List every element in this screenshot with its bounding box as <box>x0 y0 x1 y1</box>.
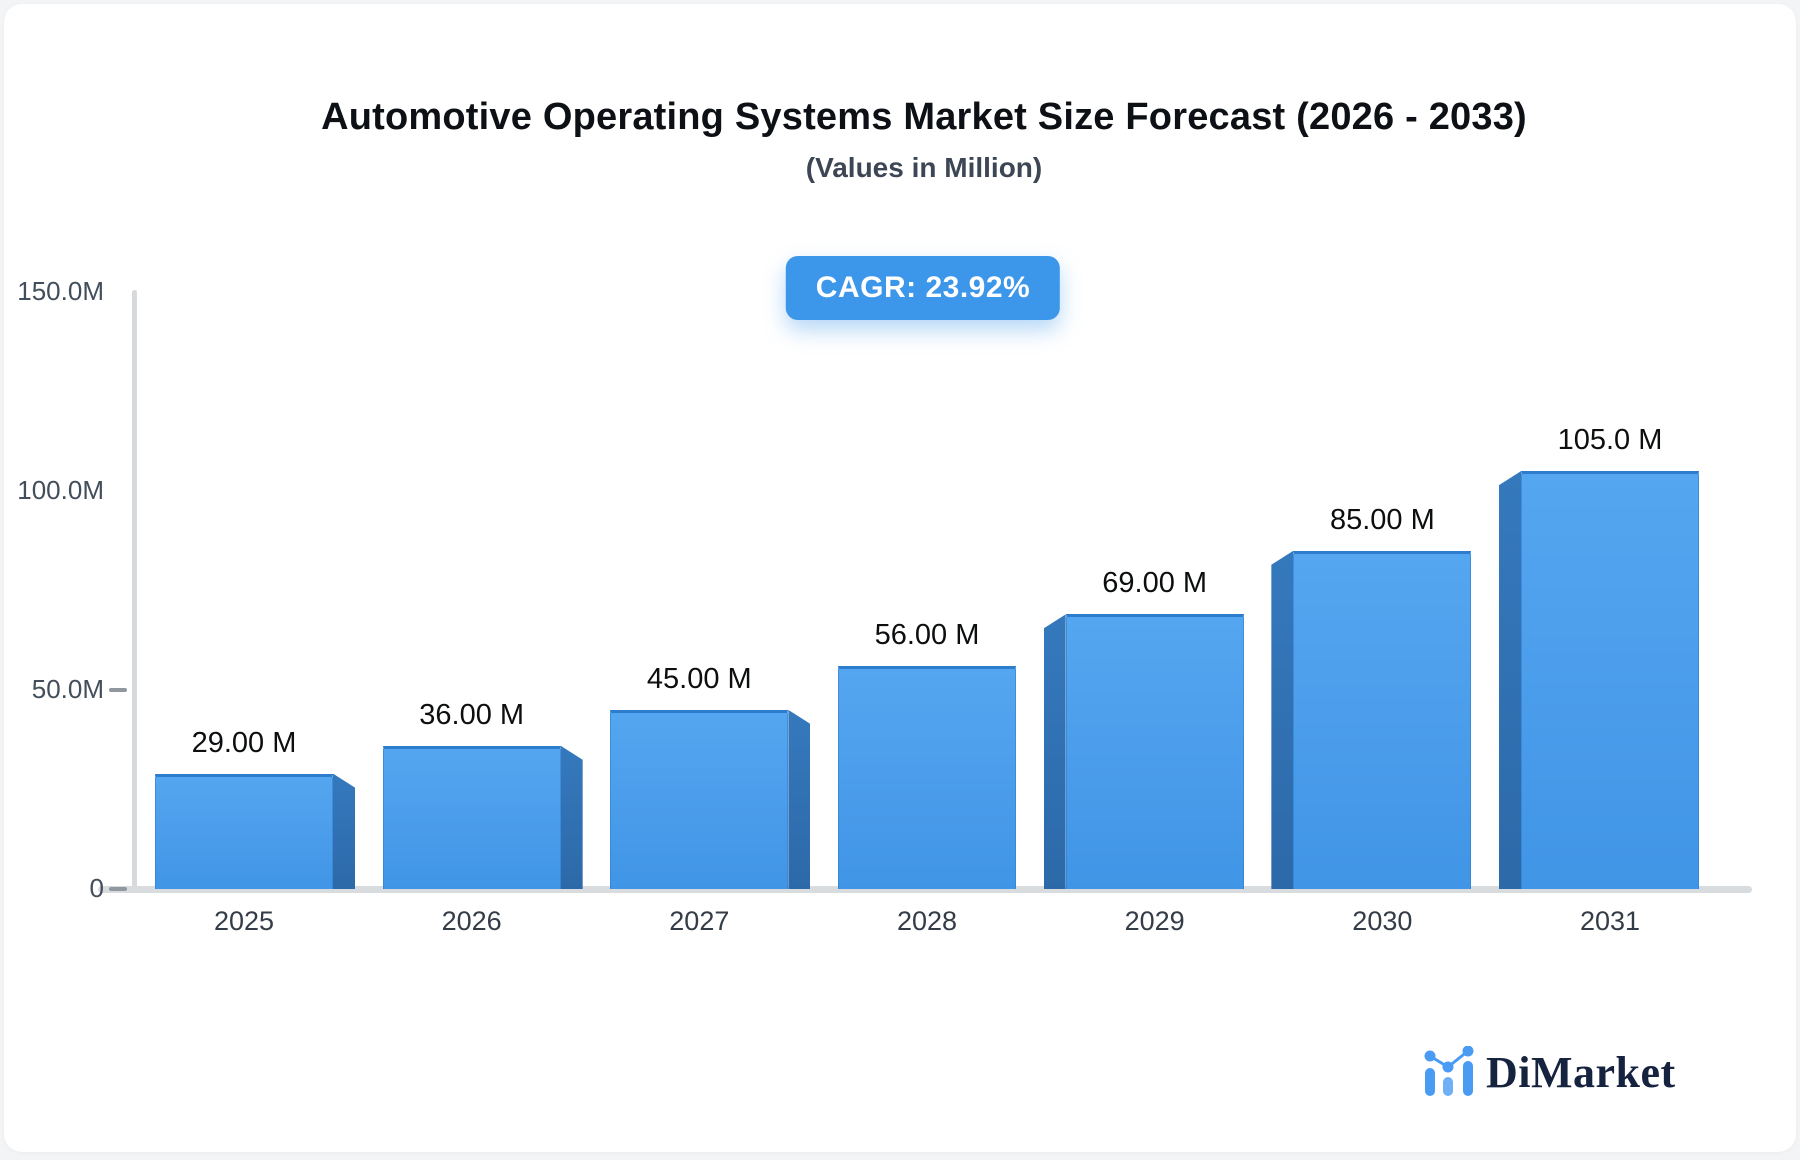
y-axis-label: 0 <box>89 873 104 903</box>
x-axis-label: 2026 <box>441 906 502 936</box>
bar-value-label: 56.00 M <box>874 619 980 652</box>
chart-card: Automotive Operating Systems Market Size… <box>4 4 1796 1152</box>
x-axis-label: 2027 <box>669 906 730 936</box>
bar-2029 <box>1065 614 1244 889</box>
bar-value-label: 69.00 M <box>1102 567 1208 600</box>
bar-value-label: 85.00 M <box>1329 503 1435 536</box>
bar-2031 <box>1521 471 1700 889</box>
plot-area: 0 50.0M 100.0M 150.0M 29.00 M 2025 36.00 M 202… <box>4 4 1800 1160</box>
bar-value-label: 45.00 M <box>646 662 752 695</box>
bar-side-face <box>788 709 811 889</box>
bar-side-face <box>333 773 355 889</box>
x-axis-label: 2030 <box>1352 906 1413 936</box>
brand-logo-text: DiMarket <box>1486 1047 1676 1097</box>
bar-side-face <box>1499 471 1522 889</box>
y-axis-line <box>132 290 137 889</box>
x-axis-label: 2028 <box>896 906 958 936</box>
bar-2030 <box>1293 550 1472 889</box>
x-axis-line <box>98 886 1752 893</box>
bar-value-label: 105.0 M <box>1557 424 1663 457</box>
bar-value-label: 36.00 M <box>419 698 525 731</box>
y-axis-label: 100.0M <box>17 475 104 505</box>
bar-2025 <box>155 773 333 889</box>
y-axis-label: 50.0M <box>31 674 104 704</box>
bar-side-face <box>560 745 583 889</box>
chart-title: Automotive Operating Systems Market Size… <box>321 96 1527 138</box>
mini-bar-line-chart-icon <box>1424 1046 1474 1096</box>
brand-logo: DiMarket <box>1424 1046 1676 1098</box>
bar-2027 <box>610 709 789 889</box>
y-axis-tick <box>109 688 127 692</box>
bar-side-face <box>1271 550 1294 889</box>
x-axis-label: 2031 <box>1579 906 1641 936</box>
chart-subtitle: (Values in Million) <box>805 152 1043 183</box>
cagr-badge: CAGR: 23.92% <box>785 256 1061 320</box>
bar-2028 <box>838 666 1016 889</box>
x-axis-label: 2025 <box>213 906 275 936</box>
y-axis-tick <box>109 887 127 891</box>
bar-side-face <box>1043 614 1066 889</box>
bar-2026 <box>382 745 561 889</box>
y-axis-label: 150.0M <box>17 276 104 306</box>
bar-value-label: 29.00 M <box>191 726 297 759</box>
x-axis-label: 2029 <box>1124 906 1185 936</box>
